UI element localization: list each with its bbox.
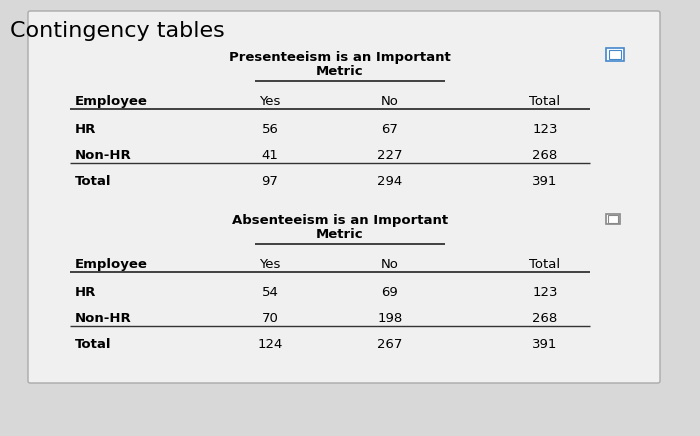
FancyBboxPatch shape bbox=[606, 214, 620, 224]
Text: Absenteeism is an Important: Absenteeism is an Important bbox=[232, 214, 448, 227]
Text: 268: 268 bbox=[533, 312, 558, 325]
Text: 227: 227 bbox=[377, 149, 402, 162]
Text: 391: 391 bbox=[532, 175, 558, 188]
Text: 67: 67 bbox=[382, 123, 398, 136]
Text: No: No bbox=[381, 258, 399, 271]
Text: Non-HR: Non-HR bbox=[75, 312, 132, 325]
Text: 267: 267 bbox=[377, 338, 402, 351]
Text: 56: 56 bbox=[262, 123, 279, 136]
Text: Employee: Employee bbox=[75, 95, 148, 108]
Text: Non-HR: Non-HR bbox=[75, 149, 132, 162]
Text: Total: Total bbox=[75, 338, 111, 351]
Text: Total: Total bbox=[529, 258, 561, 271]
Text: Total: Total bbox=[75, 175, 111, 188]
Text: Total: Total bbox=[529, 95, 561, 108]
Text: 391: 391 bbox=[532, 338, 558, 351]
FancyBboxPatch shape bbox=[608, 215, 618, 223]
Text: 97: 97 bbox=[262, 175, 279, 188]
Text: 54: 54 bbox=[262, 286, 279, 299]
Text: Contingency tables: Contingency tables bbox=[10, 21, 225, 41]
Text: 41: 41 bbox=[262, 149, 279, 162]
Text: No: No bbox=[381, 95, 399, 108]
Text: Metric: Metric bbox=[316, 228, 364, 241]
Text: 268: 268 bbox=[533, 149, 558, 162]
FancyBboxPatch shape bbox=[28, 11, 660, 383]
Text: 123: 123 bbox=[532, 286, 558, 299]
Text: 123: 123 bbox=[532, 123, 558, 136]
Text: 69: 69 bbox=[382, 286, 398, 299]
FancyBboxPatch shape bbox=[606, 48, 624, 61]
Text: Employee: Employee bbox=[75, 258, 148, 271]
Text: 294: 294 bbox=[377, 175, 402, 188]
Text: HR: HR bbox=[75, 286, 97, 299]
Text: Presenteeism is an Important: Presenteeism is an Important bbox=[229, 51, 451, 64]
Text: Yes: Yes bbox=[259, 258, 281, 271]
Text: Metric: Metric bbox=[316, 65, 364, 78]
Text: 70: 70 bbox=[262, 312, 279, 325]
FancyBboxPatch shape bbox=[609, 50, 621, 59]
Text: 198: 198 bbox=[377, 312, 402, 325]
Text: Yes: Yes bbox=[259, 95, 281, 108]
Text: HR: HR bbox=[75, 123, 97, 136]
Text: 124: 124 bbox=[258, 338, 283, 351]
